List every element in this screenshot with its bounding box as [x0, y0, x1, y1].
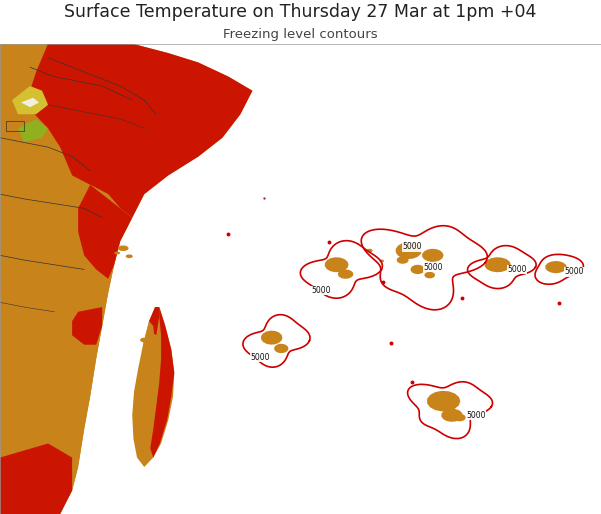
Polygon shape — [18, 119, 48, 142]
Polygon shape — [149, 307, 159, 335]
Polygon shape — [441, 409, 463, 422]
Polygon shape — [379, 260, 384, 262]
Polygon shape — [114, 251, 120, 254]
Polygon shape — [12, 86, 48, 114]
Text: Freezing level contours: Freezing level contours — [223, 28, 378, 41]
Polygon shape — [367, 249, 373, 252]
Polygon shape — [454, 414, 466, 421]
Text: 5000: 5000 — [564, 267, 584, 277]
Polygon shape — [397, 256, 409, 264]
Polygon shape — [338, 269, 353, 279]
Polygon shape — [78, 185, 132, 279]
Text: 5000: 5000 — [466, 411, 486, 420]
Polygon shape — [395, 242, 422, 259]
Polygon shape — [484, 257, 511, 272]
Polygon shape — [142, 321, 155, 411]
Polygon shape — [21, 98, 39, 107]
Polygon shape — [30, 44, 252, 218]
Text: 5000: 5000 — [402, 243, 421, 251]
Polygon shape — [150, 307, 174, 457]
Polygon shape — [0, 444, 72, 514]
Polygon shape — [72, 307, 102, 345]
Polygon shape — [0, 147, 60, 194]
Text: 5000: 5000 — [312, 286, 331, 295]
Text: Surface Temperature on Thursday 27 Mar at 1pm +04: Surface Temperature on Thursday 27 Mar a… — [64, 3, 537, 21]
Polygon shape — [126, 254, 133, 258]
Polygon shape — [261, 331, 282, 345]
Polygon shape — [0, 100, 72, 194]
Text: 5000: 5000 — [423, 263, 442, 271]
Polygon shape — [0, 185, 132, 514]
Polygon shape — [118, 246, 129, 251]
Polygon shape — [545, 261, 567, 273]
Polygon shape — [424, 272, 435, 279]
Text: 5000: 5000 — [250, 353, 269, 362]
Polygon shape — [140, 338, 148, 342]
Polygon shape — [274, 344, 288, 353]
Polygon shape — [427, 391, 460, 411]
Polygon shape — [0, 44, 252, 514]
Polygon shape — [325, 257, 349, 272]
Polygon shape — [410, 265, 425, 274]
Polygon shape — [422, 249, 444, 262]
Text: 5000: 5000 — [507, 265, 526, 274]
Polygon shape — [132, 307, 174, 467]
